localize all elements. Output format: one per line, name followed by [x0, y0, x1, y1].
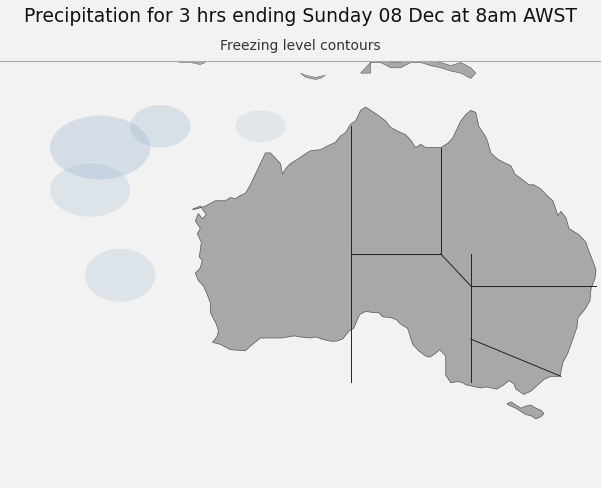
Ellipse shape [50, 116, 150, 180]
Ellipse shape [85, 248, 155, 302]
Polygon shape [361, 52, 476, 79]
Polygon shape [140, 0, 236, 39]
Polygon shape [192, 107, 596, 394]
Text: Freezing level contours: Freezing level contours [220, 39, 381, 53]
Ellipse shape [130, 105, 191, 147]
Polygon shape [507, 402, 544, 419]
Polygon shape [10, 0, 121, 39]
Polygon shape [300, 73, 326, 80]
Text: Precipitation for 3 hrs ending Sunday 08 Dec at 8am AWST: Precipitation for 3 hrs ending Sunday 08… [24, 7, 577, 26]
Polygon shape [110, 39, 206, 64]
Polygon shape [251, 0, 285, 25]
Ellipse shape [236, 110, 285, 142]
Ellipse shape [50, 163, 130, 217]
